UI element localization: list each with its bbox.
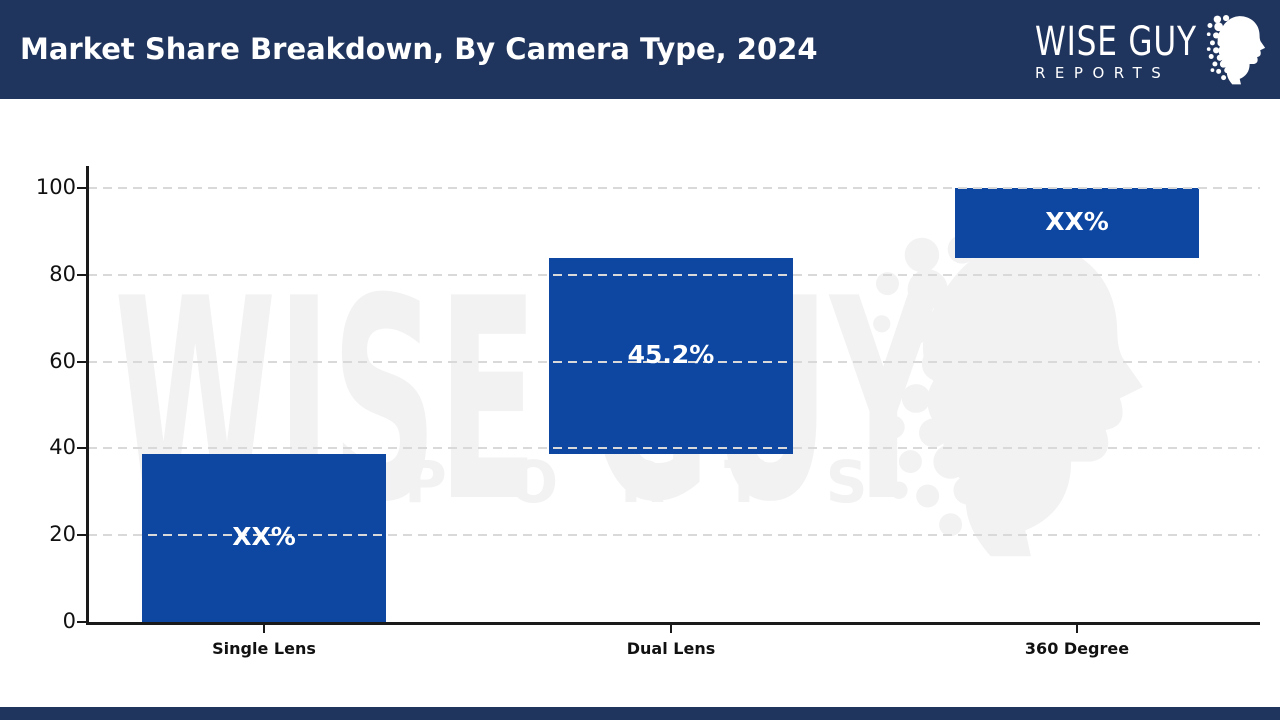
bar-single-lens (142, 454, 386, 622)
gridline-y60 (88, 360, 1260, 363)
y-tick-label: 40 (49, 435, 76, 460)
y-tick-label: 20 (49, 522, 76, 547)
x-tick-label-360-degree: 360 Degree (1024, 639, 1130, 658)
y-tick-mark (77, 187, 86, 189)
y-tick-label: 0 (62, 609, 76, 633)
logo-head-icon (1206, 14, 1266, 85)
y-tick-label: 80 (49, 261, 76, 286)
gridline-y20 (88, 534, 1260, 537)
gridline-y100 (88, 187, 1260, 189)
x-tick-label-single-lens: Single Lens (212, 639, 316, 658)
y-axis-line (86, 166, 89, 625)
logo-subtext: REPORTS (1035, 64, 1171, 82)
y-tick-mark (77, 534, 86, 537)
bar-value-label: 45.2% (627, 340, 715, 370)
y-tick-mark (77, 360, 86, 363)
x-axis-line (86, 622, 1260, 625)
gridline-y40 (88, 447, 1260, 450)
x-tick-label-dual-lens: Dual Lens (626, 639, 716, 658)
y-tick-label: 100 (35, 175, 76, 199)
x-tick-mark (263, 625, 265, 633)
logo-wordmark: WISE GUY (1035, 19, 1197, 65)
logo-text: WISE GUY REPORTS (1035, 22, 1207, 82)
y-tick-label: 60 (49, 348, 76, 373)
gridline-y80 (88, 273, 1260, 276)
y-tick-mark (77, 447, 86, 450)
bar-value-label: XX% (1045, 207, 1109, 237)
bar-360-degree (955, 188, 1199, 259)
y-tick-mark (77, 621, 86, 623)
x-tick-mark (1076, 625, 1078, 633)
watermark-head-icon (873, 234, 1143, 557)
bar-value-label: XX% (232, 522, 296, 552)
bar-dual-lens (549, 258, 793, 455)
wiseguy-logo: WISE GUY REPORTS (1035, 8, 1267, 94)
x-tick-mark (670, 625, 672, 633)
header-bar: Market Share Breakdown, By Camera Type, … (0, 0, 1280, 99)
page-title: Market Share Breakdown, By Camera Type, … (20, 32, 818, 66)
footer-bar (0, 707, 1280, 720)
y-tick-mark (77, 273, 86, 276)
